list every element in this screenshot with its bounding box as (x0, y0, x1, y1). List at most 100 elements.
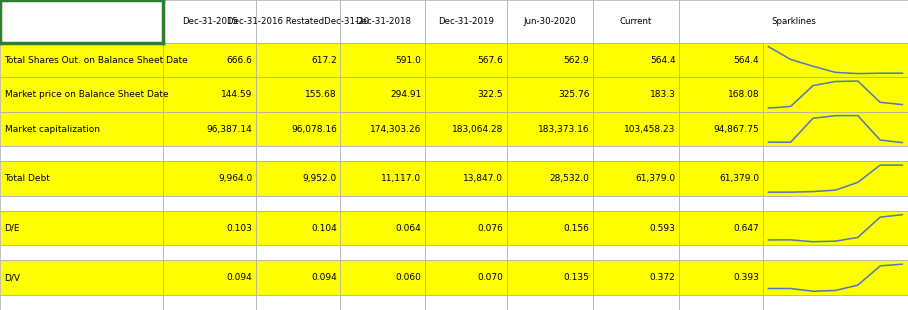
Bar (679, 246, 763, 260)
Bar (507, 246, 593, 260)
Bar (256, 0, 340, 43)
Bar (425, 295, 507, 310)
Text: Dec-31-2019: Dec-31-2019 (438, 17, 494, 26)
Text: 0.104: 0.104 (311, 224, 337, 233)
Text: 0.593: 0.593 (650, 224, 676, 233)
Bar (0, 77, 163, 112)
Bar (763, 77, 908, 112)
Text: Market price on Balance Sheet Date: Market price on Balance Sheet Date (5, 90, 168, 99)
Bar (163, 211, 256, 246)
Text: 11,117.0: 11,117.0 (381, 174, 421, 183)
Bar (763, 246, 908, 260)
Bar (593, 146, 679, 162)
Bar (163, 43, 256, 77)
Bar (763, 260, 908, 295)
Bar (507, 77, 593, 112)
Bar (163, 295, 256, 310)
Bar (593, 246, 679, 260)
Bar (425, 196, 507, 211)
Text: 155.68: 155.68 (305, 90, 337, 99)
Bar (679, 162, 763, 196)
Text: 564.4: 564.4 (734, 55, 759, 64)
Bar (163, 77, 256, 112)
Bar (163, 146, 256, 162)
Bar (0, 112, 163, 146)
Bar (425, 77, 507, 112)
Text: 13,847.0: 13,847.0 (463, 174, 503, 183)
Text: 61,379.0: 61,379.0 (719, 174, 759, 183)
Bar (0, 196, 163, 211)
Text: Sparklines: Sparklines (771, 17, 816, 26)
Text: 174,303.26: 174,303.26 (370, 125, 421, 134)
Bar (256, 211, 340, 246)
Text: 0.076: 0.076 (478, 224, 503, 233)
Bar (593, 295, 679, 310)
Bar (0, 0, 163, 43)
Bar (679, 43, 763, 77)
Text: 9,964.0: 9,964.0 (218, 174, 252, 183)
Text: 617.2: 617.2 (311, 55, 337, 64)
Bar (0, 43, 163, 77)
Text: Total Shares Out. on Balance Sheet Date: Total Shares Out. on Balance Sheet Date (5, 55, 188, 64)
Bar (163, 196, 256, 211)
Bar (425, 0, 507, 43)
Bar (340, 146, 425, 162)
Bar (679, 295, 763, 310)
Bar (593, 196, 679, 211)
Bar (507, 162, 593, 196)
Text: 0.070: 0.070 (478, 273, 503, 282)
Bar (507, 211, 593, 246)
Bar (340, 77, 425, 112)
Text: Jun-30-2020: Jun-30-2020 (523, 17, 577, 26)
Bar (679, 77, 763, 112)
Bar (0, 295, 163, 310)
Text: 0.372: 0.372 (650, 273, 676, 282)
Bar (507, 260, 593, 295)
Bar (256, 162, 340, 196)
Text: 0.094: 0.094 (227, 273, 252, 282)
Text: Market capitalization: Market capitalization (5, 125, 100, 134)
Text: 28,532.0: 28,532.0 (549, 174, 589, 183)
Bar (340, 246, 425, 260)
Bar (340, 112, 425, 146)
Bar (679, 196, 763, 211)
Bar (256, 43, 340, 77)
Bar (425, 260, 507, 295)
Text: 0.135: 0.135 (564, 273, 589, 282)
Text: D/V: D/V (5, 273, 21, 282)
Bar (0, 260, 163, 295)
Bar (163, 0, 256, 43)
Bar (679, 0, 908, 43)
Bar (163, 162, 256, 196)
Bar (163, 246, 256, 260)
Text: 0.094: 0.094 (311, 273, 337, 282)
Bar (340, 0, 425, 43)
Bar (679, 146, 763, 162)
Text: 564.4: 564.4 (650, 55, 676, 64)
Text: 61,379.0: 61,379.0 (636, 174, 676, 183)
Bar (593, 162, 679, 196)
Bar (763, 43, 908, 77)
Text: Dec-31-2018: Dec-31-2018 (355, 17, 410, 26)
Text: Total Debt: Total Debt (5, 174, 51, 183)
Bar (425, 162, 507, 196)
Text: 9,952.0: 9,952.0 (302, 174, 337, 183)
Text: 103,458.23: 103,458.23 (624, 125, 676, 134)
Text: 0.064: 0.064 (396, 224, 421, 233)
Bar (593, 43, 679, 77)
Bar (256, 77, 340, 112)
Bar (256, 260, 340, 295)
Bar (256, 196, 340, 211)
Bar (425, 112, 507, 146)
Bar (763, 211, 908, 246)
Text: 562.9: 562.9 (564, 55, 589, 64)
Bar (0, 162, 163, 196)
Text: 0.156: 0.156 (564, 224, 589, 233)
Text: 0.103: 0.103 (227, 224, 252, 233)
Text: D/E: D/E (5, 224, 20, 233)
Text: 567.6: 567.6 (478, 55, 503, 64)
Text: 183,373.16: 183,373.16 (538, 125, 589, 134)
Bar (593, 0, 679, 43)
Bar (763, 112, 908, 146)
Bar (679, 260, 763, 295)
